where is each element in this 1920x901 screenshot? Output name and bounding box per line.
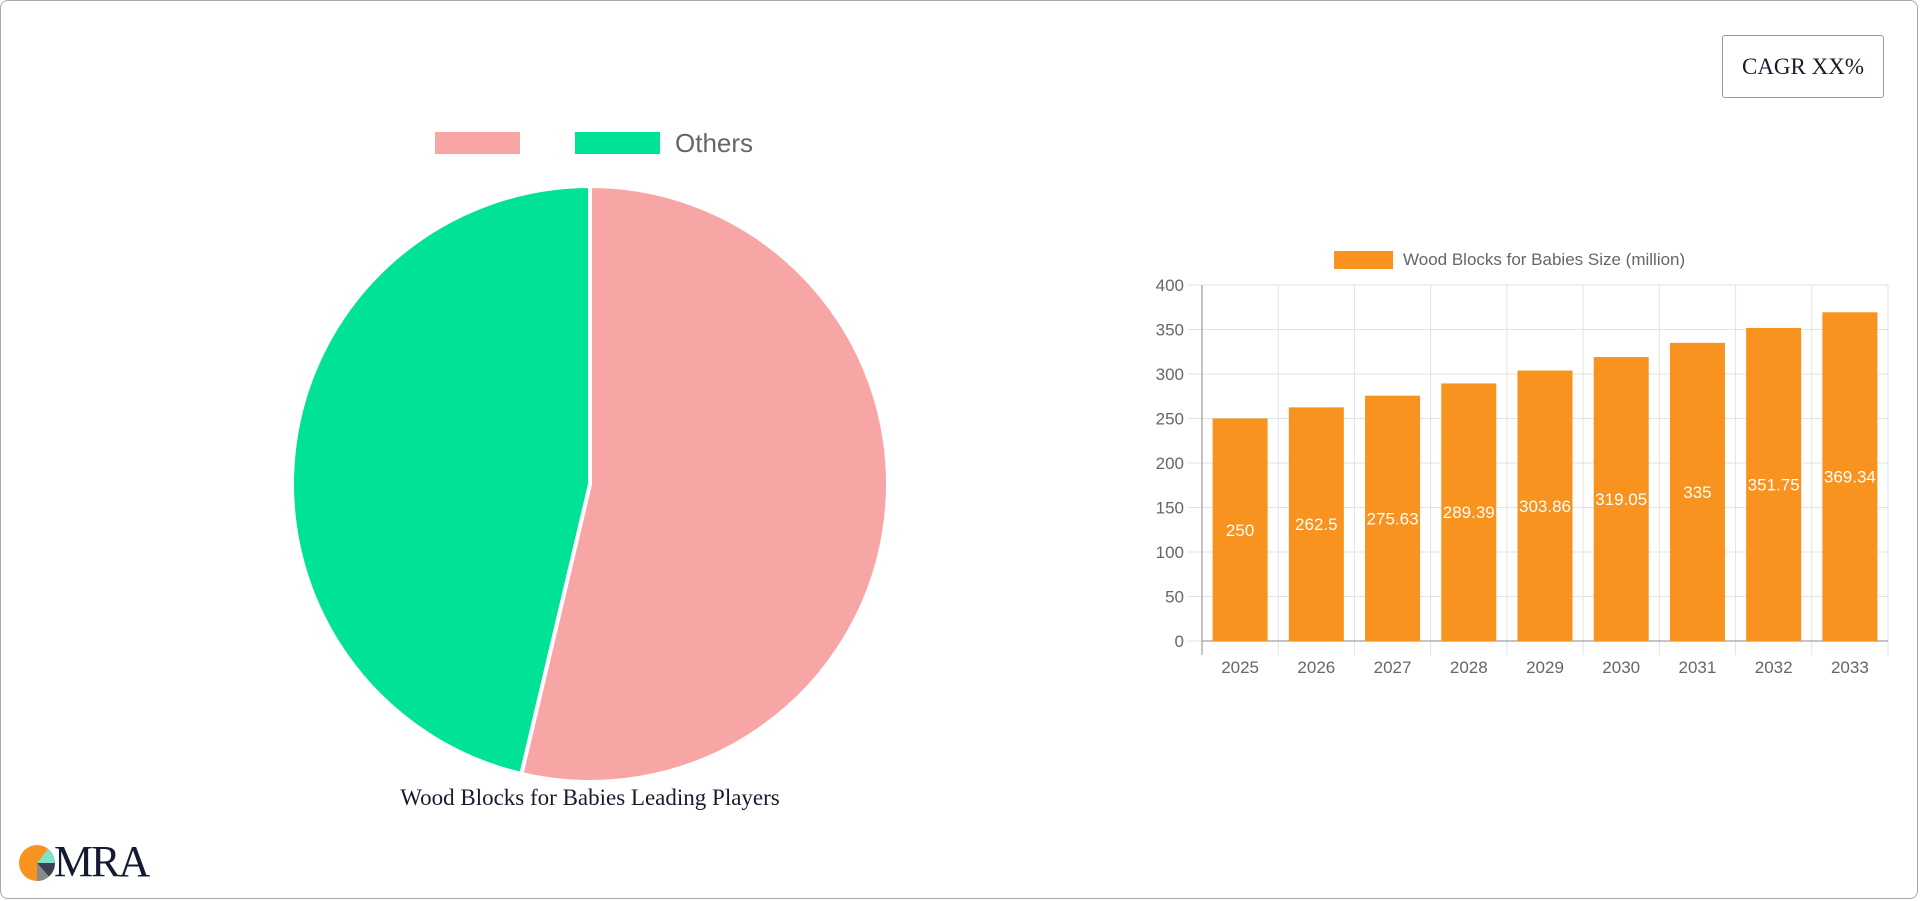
bar-value-label: 351.75 (1748, 475, 1800, 494)
y-tick-label: 50 (1165, 588, 1184, 607)
pie-slice-others[interactable] (290, 183, 592, 777)
cagr-badge: CAGR XX% (1722, 35, 1884, 98)
bar-value-label: 250 (1226, 521, 1254, 540)
x-tick-label: 2026 (1297, 658, 1335, 677)
pie-legend-swatch-others (575, 132, 660, 154)
pie-slice-leader[interactable] (518, 183, 890, 784)
y-tick-label: 350 (1156, 321, 1184, 340)
x-tick-label: 2031 (1679, 658, 1717, 677)
bar-2029[interactable] (1517, 370, 1573, 641)
pie-chart (290, 183, 890, 784)
mra-logo-icon (19, 845, 56, 882)
bar-2026[interactable] (1288, 407, 1344, 641)
pie-legend-label-others: Others (675, 127, 754, 158)
x-tick-label: 2027 (1374, 658, 1412, 677)
bar-2025[interactable] (1212, 418, 1268, 642)
bar-x-axis: 2025 2026 2027 2028 2029 2030 2031 2032 2033 (1202, 640, 1888, 677)
y-tick-label: 100 (1156, 543, 1184, 562)
pie-chart-title: Wood Blocks for Babies Leading Players (400, 785, 780, 810)
y-tick-label: 0 (1175, 632, 1184, 651)
pie-legend-item-leader[interactable] (435, 132, 535, 154)
pie-slices (290, 183, 890, 784)
bar-legend-label: Wood Blocks for Babies Size (million) (1403, 250, 1686, 269)
x-tick-label: 2025 (1221, 658, 1259, 677)
bar-value-label: 303.86 (1519, 497, 1571, 516)
bar-value-label: 275.63 (1367, 509, 1419, 528)
mra-logo: MRA (18, 837, 150, 886)
cagr-label: CAGR XX% (1741, 53, 1865, 79)
bar-data-labels: 250 262.5 275.63 289.39 303.86 319.05 335 351.7… (1226, 468, 1876, 540)
bar-value-label: 289.39 (1443, 503, 1495, 522)
x-tick-label: 2033 (1831, 658, 1869, 677)
y-tick-label: 400 (1156, 276, 1184, 295)
y-tick-label: 250 (1156, 410, 1184, 429)
pie-legend: Others (435, 128, 793, 158)
bar-2033[interactable] (1822, 312, 1878, 641)
y-tick-label: 150 (1156, 499, 1184, 518)
bar-value-label: 335 (1683, 483, 1711, 502)
pie-legend-swatch-leader (435, 132, 520, 154)
bar-y-axis: 0 50 100 150 200 250 300 350 400 (1156, 276, 1203, 655)
x-tick-label: 2028 (1450, 658, 1488, 677)
bar-2027[interactable] (1365, 395, 1421, 641)
bar-value-label: 319.05 (1595, 490, 1647, 509)
bar-2028[interactable] (1441, 383, 1497, 641)
bar-legend[interactable]: Wood Blocks for Babies Size (million) (1334, 250, 1685, 270)
bar-2031[interactable] (1669, 342, 1725, 641)
bar-value-label: 369.34 (1824, 468, 1876, 487)
mra-logo-text: MRA (54, 837, 150, 886)
bar-2030[interactable] (1593, 357, 1649, 641)
bar-2032[interactable] (1746, 327, 1802, 641)
x-tick-label: 2029 (1526, 658, 1564, 677)
bar-legend-swatch (1334, 251, 1393, 269)
bar-value-label: 262.5 (1295, 515, 1338, 534)
y-tick-label: 200 (1156, 454, 1184, 473)
pie-legend-item-others[interactable]: Others (575, 128, 753, 159)
bar-series (1212, 312, 1878, 642)
y-tick-label: 300 (1156, 365, 1184, 384)
x-tick-label: 2030 (1602, 658, 1640, 677)
x-tick-label: 2032 (1755, 658, 1793, 677)
